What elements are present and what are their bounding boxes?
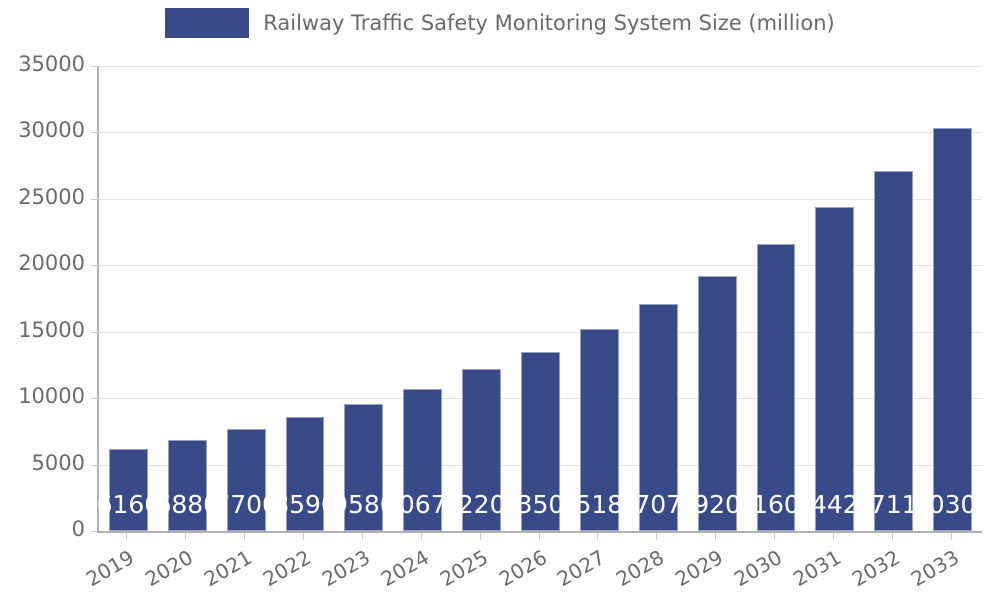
x-tick-label: 2023 <box>317 545 374 592</box>
x-tick-mark <box>185 533 187 540</box>
bar[interactable] <box>285 416 325 531</box>
legend-label: Railway Traffic Safety Monitoring System… <box>263 11 835 35</box>
x-tick-mark <box>126 533 128 540</box>
y-tick-label: 10000 <box>18 384 85 409</box>
x-tick-label: 2031 <box>788 545 845 592</box>
x-tick-mark <box>656 533 658 540</box>
bar-group[interactable]: 10670 <box>383 389 463 531</box>
y-tick-mark <box>91 331 99 333</box>
x-tick-label: 2024 <box>376 545 433 592</box>
x-tick-label: 2022 <box>258 545 316 592</box>
bar[interactable] <box>521 351 560 531</box>
bar-group[interactable]: 6160 <box>97 449 160 531</box>
x-tick-mark <box>244 533 246 540</box>
x-tick-mark <box>715 533 717 540</box>
bar[interactable] <box>815 206 855 531</box>
x-tick-mark <box>538 533 540 540</box>
x-tick-label: 2033 <box>906 545 963 592</box>
bar[interactable] <box>638 304 678 531</box>
bar[interactable] <box>403 389 443 531</box>
bar[interactable] <box>109 449 148 531</box>
bar-group[interactable]: 8590 <box>273 416 337 531</box>
legend-color-swatch <box>165 8 250 38</box>
x-tick-label: 2027 <box>553 545 610 592</box>
x-tick-label: 2029 <box>671 545 728 592</box>
bar-group[interactable]: 21600 <box>736 244 816 531</box>
x-tick-mark <box>950 533 952 540</box>
gridline <box>99 132 982 134</box>
bar-group[interactable]: 15182 <box>560 329 639 531</box>
x-tick-mark <box>832 533 834 540</box>
bar[interactable] <box>226 428 266 531</box>
x-tick-label: 2019 <box>82 545 139 592</box>
x-tick-label: 2020 <box>141 545 198 592</box>
y-tick-label: 5000 <box>31 450 85 475</box>
bar-group[interactable]: 7700 <box>214 428 278 531</box>
bar[interactable] <box>167 439 207 531</box>
chart-legend: Railway Traffic Safety Monitoring System… <box>0 8 1000 38</box>
plot-area: 6160 6880 7700 8590 9580 10670 12200 13500 15182… <box>91 66 992 532</box>
x-tick-label: 2028 <box>612 545 669 592</box>
bar[interactable] <box>874 170 914 531</box>
bar-group[interactable]: 9580 <box>332 403 396 531</box>
bar[interactable] <box>756 244 796 531</box>
bar-group[interactable]: 6880 <box>155 439 219 531</box>
y-tick-label: 30000 <box>18 118 85 143</box>
y-tick-mark <box>91 398 99 400</box>
x-tick-label: 2021 <box>200 545 257 592</box>
gridline <box>99 66 982 67</box>
bar[interactable] <box>344 403 384 531</box>
bar-series: 6160 6880 7700 8590 9580 10670 12200 13500 15182… <box>97 66 992 531</box>
x-tick-mark <box>303 533 305 540</box>
bar[interactable] <box>697 275 737 531</box>
y-tick-mark <box>91 132 99 134</box>
y-tick-mark <box>91 265 99 267</box>
y-tick-label: 20000 <box>18 251 85 276</box>
x-tick-mark <box>479 533 481 540</box>
x-tick-mark <box>773 533 775 540</box>
x-tick-mark <box>361 533 363 540</box>
bar[interactable] <box>579 329 619 531</box>
x-tick-label: 2032 <box>847 545 904 592</box>
x-axis-line <box>97 531 982 533</box>
y-tick-label: 25000 <box>18 184 85 209</box>
bar[interactable] <box>933 128 972 531</box>
gridline <box>99 198 982 200</box>
x-tick-label: 2030 <box>729 545 786 592</box>
y-tick-mark <box>91 66 99 67</box>
x-tick-mark <box>420 533 422 540</box>
y-tick-label: 0 <box>71 517 85 541</box>
y-tick-mark <box>91 464 99 466</box>
y-tick-mark <box>91 531 99 532</box>
y-tick-label: 15000 <box>18 317 85 342</box>
y-tick-label: 35000 <box>18 52 85 76</box>
x-tick-mark <box>891 533 893 540</box>
bar-group[interactable]: 27110 <box>854 170 933 531</box>
bar[interactable] <box>462 368 502 531</box>
x-tick-label: 2025 <box>435 545 492 592</box>
bar-group[interactable]: 17070 <box>618 304 698 531</box>
bar-group[interactable]: 24420 <box>795 206 875 531</box>
gridline <box>99 265 982 267</box>
bar-group[interactable]: 30300 <box>913 128 992 531</box>
gridline <box>99 331 982 333</box>
x-tick-mark <box>597 533 599 540</box>
bar-group[interactable]: 12200 <box>442 368 521 531</box>
x-tick-label: 2026 <box>494 545 551 592</box>
y-tick-mark <box>91 198 99 200</box>
bar-group[interactable]: 19200 <box>677 275 757 531</box>
bar-group[interactable]: 13500 <box>501 351 580 531</box>
